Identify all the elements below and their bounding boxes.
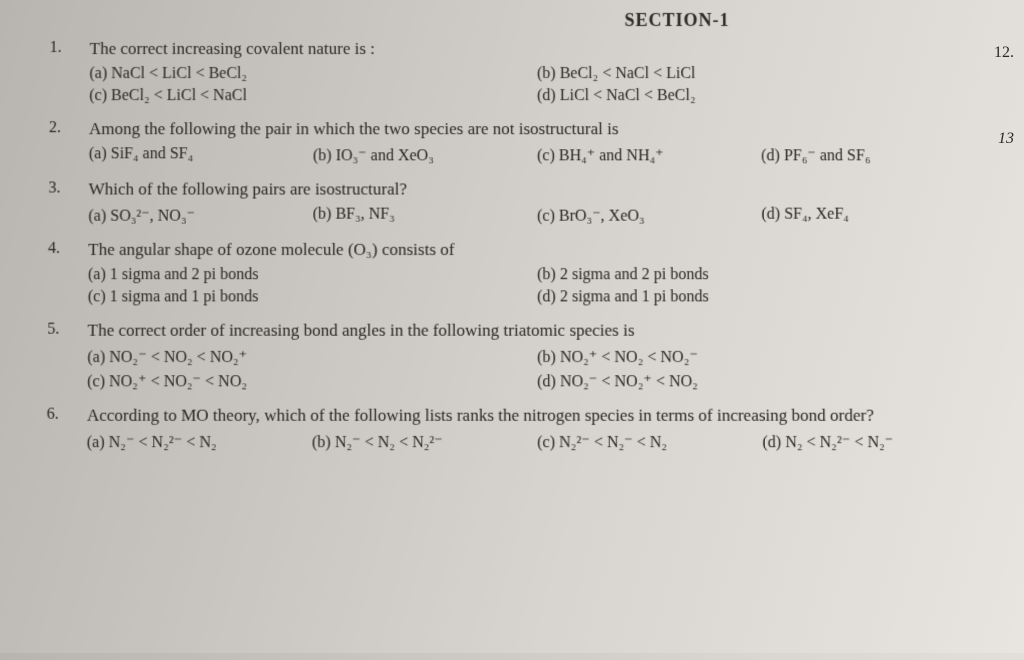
options: (a) 1 sigma and 2 pi bonds (b) 2 sigma a…: [88, 266, 987, 310]
question-text: The angular shape of ozone molecule (O₃)…: [88, 240, 986, 260]
option-b: (b) BF₃, NF₃: [313, 206, 537, 226]
question-5: 5. The correct order of increasing bond …: [87, 321, 987, 396]
option-c: (c) NO₂⁺ < NO₂⁻ < NO₂: [87, 371, 537, 391]
options: (a) SO₃²⁻, NO₃⁻ (b) BF₃, NF₃ (c) BrO₃⁻, …: [88, 206, 986, 230]
option-b: (b) NO₂⁺ < NO₂ < NO₂⁻: [537, 347, 987, 367]
option-b: (b) N₂⁻ < N₂ < N₂²⁻: [312, 432, 537, 452]
option-c: (c) BrO₃⁻, XeO₃: [537, 206, 761, 226]
option-d: (d) LiCl < NaCl < BeCl₂: [537, 87, 985, 105]
question-number: 3.: [48, 179, 60, 197]
option-a: (a) NO₂⁻ < NO₂ < NO₂⁺: [87, 347, 537, 367]
question-text: Which of the following pairs are isostru…: [89, 179, 986, 199]
question-6: 6. According to MO theory, which of the …: [87, 406, 988, 457]
option-b: (b) 2 sigma and 2 pi bonds: [537, 266, 986, 284]
question-4: 4. The angular shape of ozone molecule (…: [88, 240, 987, 311]
option-c: (c) BeCl₂ < LiCl < NaCl: [89, 87, 537, 105]
question-text: The correct increasing covalent nature i…: [90, 39, 985, 59]
option-a: (a) SO₃²⁻, NO₃⁻: [88, 206, 312, 226]
question-number: 4.: [48, 240, 60, 258]
question-number: 1.: [50, 39, 62, 57]
option-d: (d) N₂ < N₂²⁻ < N₂⁻: [762, 432, 987, 452]
question-text: Among the following the pair in which th…: [89, 119, 985, 139]
question-1: 1. The correct increasing covalent natur…: [89, 39, 985, 109]
options: (a) SiF₄ and SF₄ (b) IO₃⁻ and XeO₃ (c) B…: [89, 145, 986, 169]
question-3: 3. Which of the following pairs are isos…: [88, 179, 986, 229]
options: (a) NaCl < LiCl < BeCl₂ (b) BeCl₂ < NaCl…: [89, 65, 985, 109]
page-content: SECTION-1 1. The correct increasing cova…: [0, 0, 1024, 660]
question-number: 5.: [47, 321, 59, 339]
option-d: (d) PF₆⁻ and SF₆: [761, 145, 985, 165]
question-2: 2. Among the following the pair in which…: [89, 119, 986, 169]
option-a: (a) 1 sigma and 2 pi bonds: [88, 266, 537, 284]
question-text: The correct order of increasing bond ang…: [87, 321, 986, 341]
question-number: 2.: [49, 119, 61, 137]
option-a: (a) NaCl < LiCl < BeCl₂: [89, 65, 537, 83]
option-c: (c) BH₄⁺ and NH₄⁺: [537, 145, 761, 165]
option-b: (b) IO₃⁻ and XeO₃: [313, 145, 537, 165]
option-a: (a) N₂⁻ < N₂²⁻ < N₂: [87, 432, 312, 452]
options: (a) NO₂⁻ < NO₂ < NO₂⁺ (b) NO₂⁺ < NO₂ < N…: [87, 347, 987, 396]
section-header: SECTION-1: [370, 10, 984, 31]
option-d: (d) 2 sigma and 1 pi bonds: [537, 288, 986, 306]
option-a: (a) SiF₄ and SF₄: [89, 145, 313, 165]
option-d: (d) NO₂⁻ < NO₂⁺ < NO₂: [537, 371, 987, 391]
options: (a) N₂⁻ < N₂²⁻ < N₂ (b) N₂⁻ < N₂ < N₂²⁻ …: [87, 432, 988, 456]
option-b: (b) BeCl₂ < NaCl < LiCl: [537, 65, 985, 83]
option-c: (c) 1 sigma and 1 pi bonds: [88, 288, 537, 306]
option-c: (c) N₂²⁻ < N₂⁻ < N₂: [537, 432, 762, 452]
question-text: According to MO theory, which of the fol…: [87, 406, 988, 426]
question-number: 6.: [47, 406, 59, 424]
option-d: (d) SF₄, XeF₄: [761, 206, 985, 226]
